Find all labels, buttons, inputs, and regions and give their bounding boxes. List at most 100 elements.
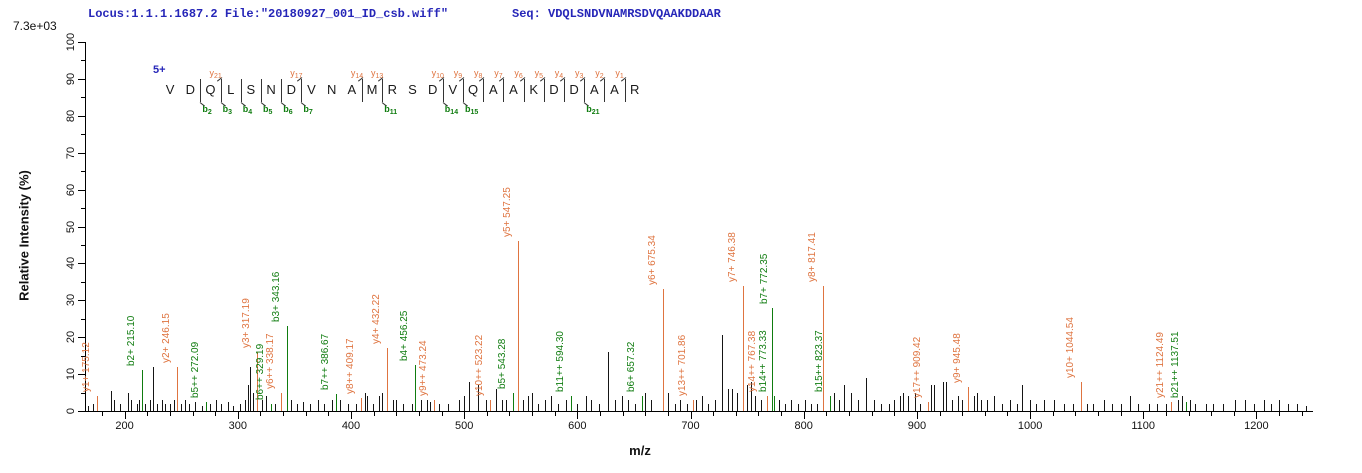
noise-peak [544, 399, 546, 411]
x-minor-tick [781, 412, 783, 416]
noise-peak [1001, 403, 1003, 411]
noise-peak [987, 399, 988, 411]
noise-peak [1234, 399, 1236, 411]
noise-peak [403, 403, 404, 411]
noise-peak [1306, 405, 1308, 411]
x-minor-tick [894, 412, 896, 416]
x-major-tick [1143, 412, 1145, 419]
y-tick-label: 10 [65, 367, 77, 381]
fragment-peak-label: y14++ 767.38 [746, 331, 758, 393]
x-minor-tick [984, 412, 986, 416]
fragment-peak [433, 399, 435, 411]
noise-peak [537, 403, 539, 411]
x-minor-tick [1301, 412, 1303, 416]
fragment-peak-label: y10+ 1044.54 [1064, 316, 1076, 378]
noise-peak [506, 399, 507, 411]
fragment-peak [1080, 381, 1082, 411]
fragment-peak [692, 399, 694, 411]
x-minor-tick [509, 412, 511, 416]
residue-letter: A [509, 82, 518, 97]
noise-peak [791, 399, 793, 411]
noise-peak [907, 396, 909, 411]
x-minor-tick [441, 412, 443, 416]
fragment-peak-label: y6++ 338.17 [265, 332, 276, 389]
cleavage-bar [503, 79, 505, 102]
x-minor-tick [373, 412, 375, 416]
noise-peak [1288, 403, 1290, 411]
x-minor-tick [1233, 412, 1235, 416]
noise-peak [1103, 399, 1105, 411]
cleavage-bar [220, 79, 222, 102]
x-minor-tick [1279, 412, 1280, 416]
noise-peak [252, 392, 254, 411]
fragment-peak [361, 398, 363, 411]
noise-peak [946, 381, 948, 411]
cleavage-bar [483, 79, 485, 102]
x-tick-label: 500 [455, 420, 474, 432]
max-intensity-label: 7.3e+03 [13, 19, 57, 33]
noise-peak [1205, 403, 1207, 411]
noise-peak [1035, 403, 1037, 411]
noise-peak [1222, 403, 1224, 411]
noise-peak [687, 403, 689, 411]
fragment-peak [830, 396, 832, 411]
noise-peak [291, 399, 292, 411]
cleavage-bar [261, 79, 262, 102]
noise-peak [1129, 396, 1131, 411]
fragment-peak [513, 392, 515, 411]
noise-peak [501, 399, 503, 411]
cleavage-bar [624, 79, 626, 102]
noise-peak [392, 399, 394, 411]
fragment-peak [1170, 401, 1172, 411]
noise-peak [865, 377, 867, 411]
noise-peak [844, 385, 846, 411]
x-minor-tick [871, 412, 873, 416]
x-minor-tick [962, 412, 964, 416]
fragment-peak-label: y21++ 1124.49 [1154, 331, 1166, 398]
noise-peak [635, 403, 637, 411]
residue-letter: S [246, 82, 256, 97]
noise-peak [201, 405, 203, 411]
noise-peak [614, 399, 616, 411]
noise-peak [165, 403, 167, 411]
noise-peak [532, 392, 534, 411]
y-tick-label: 70 [65, 146, 77, 159]
noise-peak [523, 399, 524, 411]
noise-peak [396, 399, 398, 411]
noise-peak [1030, 399, 1032, 411]
noise-peak [1086, 403, 1088, 411]
noise-peak [468, 381, 470, 411]
y-minor-tick [81, 244, 85, 246]
noise-peak [858, 399, 859, 411]
fragment-peak-label: b7++ 386.67 [319, 334, 331, 391]
x-tick-label: 700 [681, 420, 700, 432]
x-minor-tick [532, 412, 534, 416]
y-ion-mark-label: y6 [514, 68, 523, 80]
fragment-peak [766, 396, 768, 411]
x-minor-tick [713, 412, 715, 416]
fragment-peak [773, 396, 775, 411]
b-ion-mark-label: b3 [222, 104, 232, 116]
x-axis-title: m/z [629, 443, 651, 458]
noise-peak [962, 399, 964, 411]
b-ion-mark-label: b2 [202, 104, 212, 116]
noise-peak [174, 399, 176, 411]
b-ion-mark-label: b5 [263, 104, 273, 116]
x-major-tick [237, 412, 239, 419]
cleavage-bar [442, 79, 444, 102]
cleavage-bar [240, 79, 242, 102]
fragment-peak [1185, 401, 1187, 411]
noise-peak [1271, 403, 1273, 411]
x-major-tick [464, 412, 466, 419]
noise-peak [248, 385, 249, 411]
residue-letter: D [569, 82, 579, 97]
fragment-peak-label: b2+ 215.10 [125, 316, 137, 367]
locus-file-header: Locus:1.1.1.1687.2 File:"20180927_001_ID… [88, 7, 449, 21]
residue-letter: L [227, 82, 235, 97]
noise-peak [899, 396, 901, 411]
sequence-header: Seq: VDQLSNDVNAMRSDVQAAKDDAAR [512, 7, 721, 21]
x-minor-tick [1165, 412, 1167, 416]
x-minor-tick [554, 412, 556, 416]
